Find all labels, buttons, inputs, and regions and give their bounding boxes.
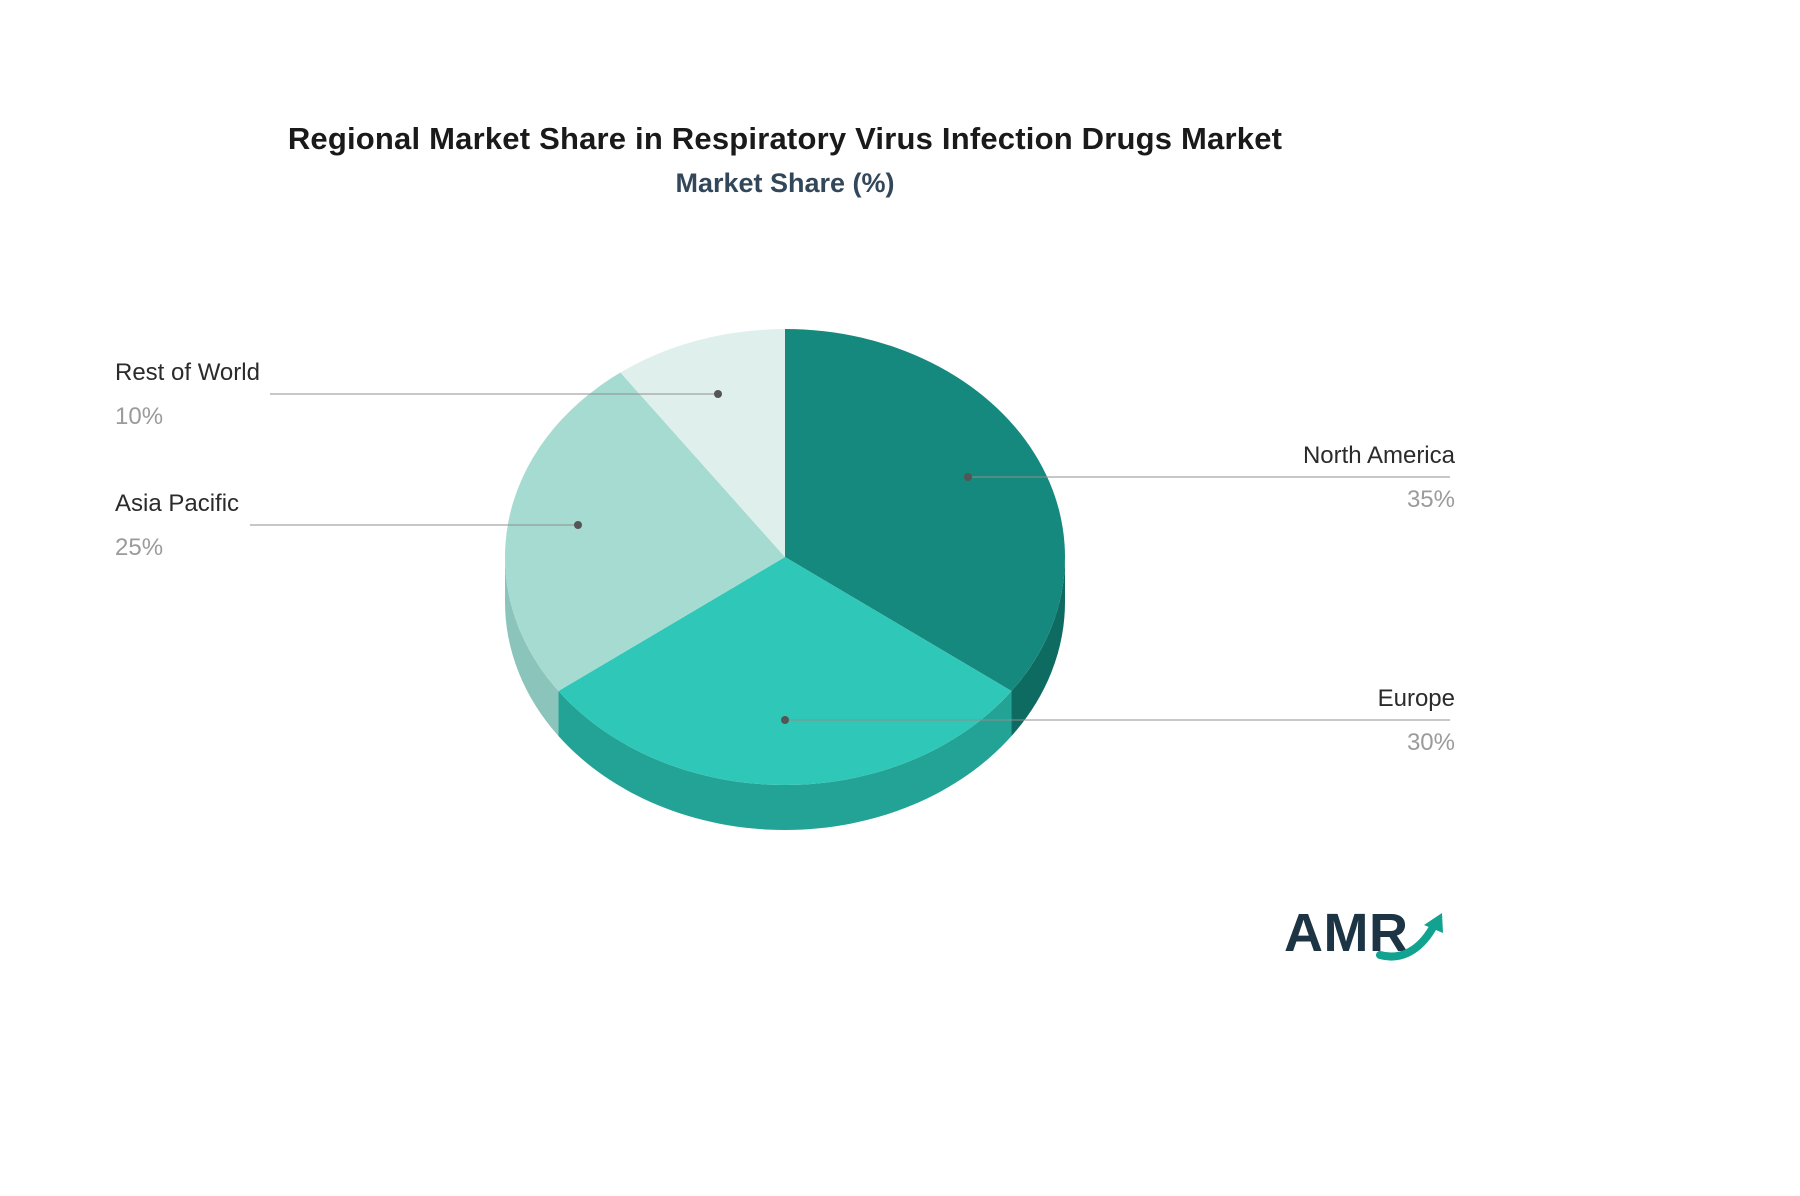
pie-slice-side-north-america bbox=[1011, 557, 1065, 737]
amr-logo: AMR bbox=[1284, 903, 1464, 975]
pie-slice-north-america[interactable] bbox=[785, 329, 1065, 692]
pie-slice-side-europe bbox=[558, 691, 1012, 830]
slice-value-rest-of-world: 10% bbox=[115, 403, 164, 430]
leader-dot-rest-of-world bbox=[714, 390, 722, 398]
slice-label-asia-pacific: Asia Pacific bbox=[115, 490, 240, 517]
chart-subtitle: Market Share (%) bbox=[675, 168, 895, 198]
slice-value-europe: 30% bbox=[1406, 729, 1455, 756]
pie-slice-side-asia-pacific bbox=[505, 557, 559, 737]
slice-label-north-america: North America bbox=[1302, 442, 1455, 469]
slice-label-europe: Europe bbox=[1377, 685, 1455, 712]
leader-dot-north-america bbox=[964, 473, 972, 481]
pie-slice-asia-pacific[interactable] bbox=[504, 372, 785, 692]
slice-label-rest-of-world: Rest of World bbox=[115, 359, 260, 386]
leader-dot-europe bbox=[781, 716, 789, 724]
chart-title: Regional Market Share in Respiratory Vir… bbox=[287, 121, 1283, 156]
leader-dot-asia-pacific bbox=[574, 521, 582, 529]
slice-value-north-america: 35% bbox=[1406, 486, 1455, 513]
amr-logo-arrow-icon bbox=[1376, 913, 1443, 961]
pie-slice-rest-of-world[interactable] bbox=[620, 329, 785, 557]
slice-value-asia-pacific: 25% bbox=[115, 534, 164, 561]
pie-slice-europe[interactable] bbox=[558, 557, 1012, 785]
